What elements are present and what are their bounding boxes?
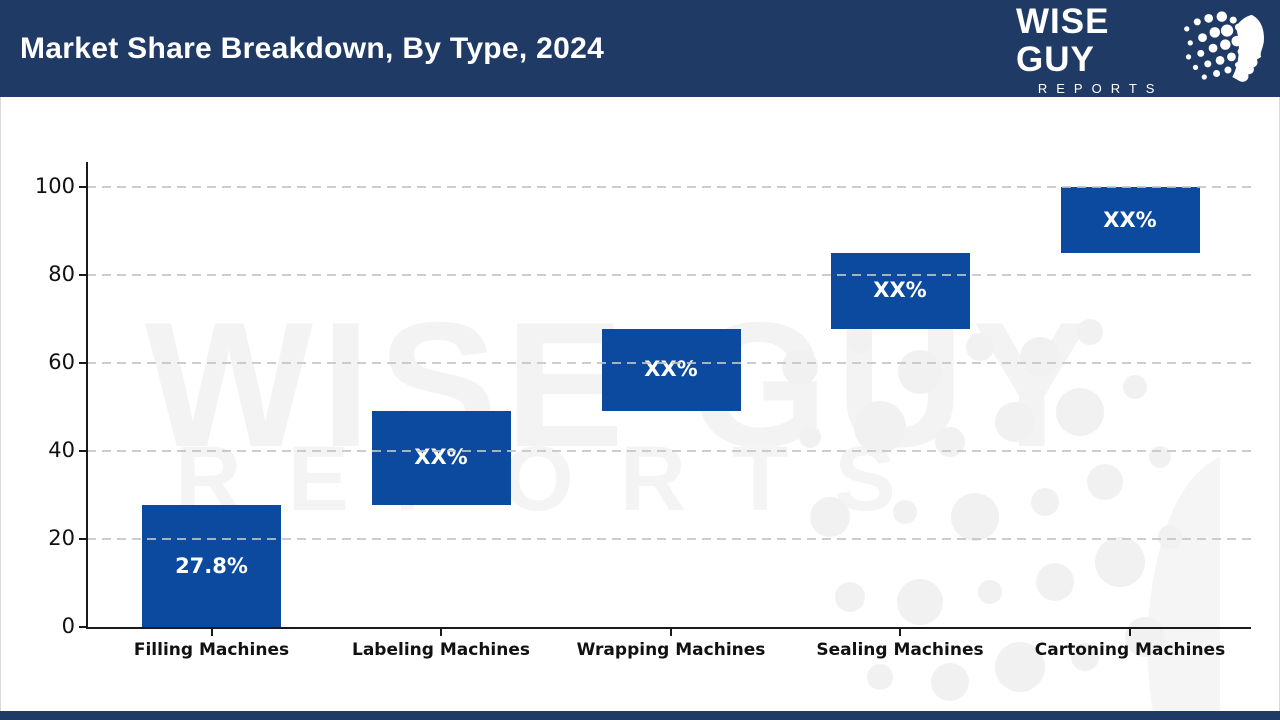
bar-value-label: XX% [414,444,468,469]
x-axis-tick [899,629,901,636]
x-axis-tick [1129,629,1131,636]
y-axis-tick-label: 0 [61,614,75,638]
x-axis-tick [670,629,672,636]
bar-value-label: XX% [644,357,698,382]
footer-band [0,711,1280,720]
y-axis-tick-label: 100 [34,174,75,198]
logo-subtitle: REPORTS [1037,80,1164,96]
logo-wordmark: WISE GUY [1016,1,1110,79]
y-axis-tick-label: 80 [48,262,75,286]
y-axis-tick [79,450,87,452]
bar-segment: XX% [371,410,511,505]
y-axis-tick [79,626,87,628]
bar-segment: 27.8% [142,504,281,627]
y-axis-tick [79,362,87,364]
bar-segment: XX% [1060,187,1200,254]
bar-value-label: XX% [1103,208,1157,232]
x-axis-category-label: Cartoning Machines [1034,640,1226,660]
gridline [87,450,1251,452]
wise-guy-reports-logo: WISE GUY REPORTS [1016,2,1266,96]
x-axis-category-label: Labeling Machines [352,640,530,660]
y-axis-tick-label: 40 [48,438,75,462]
logo-head-dots-icon [1184,11,1265,82]
y-axis-tick-label: 60 [48,350,75,374]
y-axis-tick [79,186,87,188]
gridline [87,274,1251,276]
bar-segment: XX% [830,253,970,330]
header-band: Market Share Breakdown, By Type, 2024 WI… [0,0,1280,97]
y-axis-tick [79,274,87,276]
x-axis-line [86,627,1251,629]
chart-title: Market Share Breakdown, By Type, 2024 [20,31,605,65]
x-axis-tick [440,629,442,636]
x-axis-category-label: Sealing Machines [816,640,984,660]
y-axis-tick [79,538,87,540]
x-axis-category-label: Filling Machines [133,640,290,660]
bar-value-label: XX% [873,278,927,303]
logo-text: WISE GUY REPORTS [1016,1,1176,96]
gridline [87,362,1251,364]
bar-value-label: 27.8% [175,553,248,578]
bar-segment: XX% [601,329,741,411]
y-axis-tick-label: 20 [48,526,75,550]
y-axis-line [86,162,88,629]
gridline [87,186,1251,188]
gridline [87,538,1251,540]
x-axis-category-label: Wrapping Machines [576,640,766,660]
x-axis-tick [210,629,213,636]
